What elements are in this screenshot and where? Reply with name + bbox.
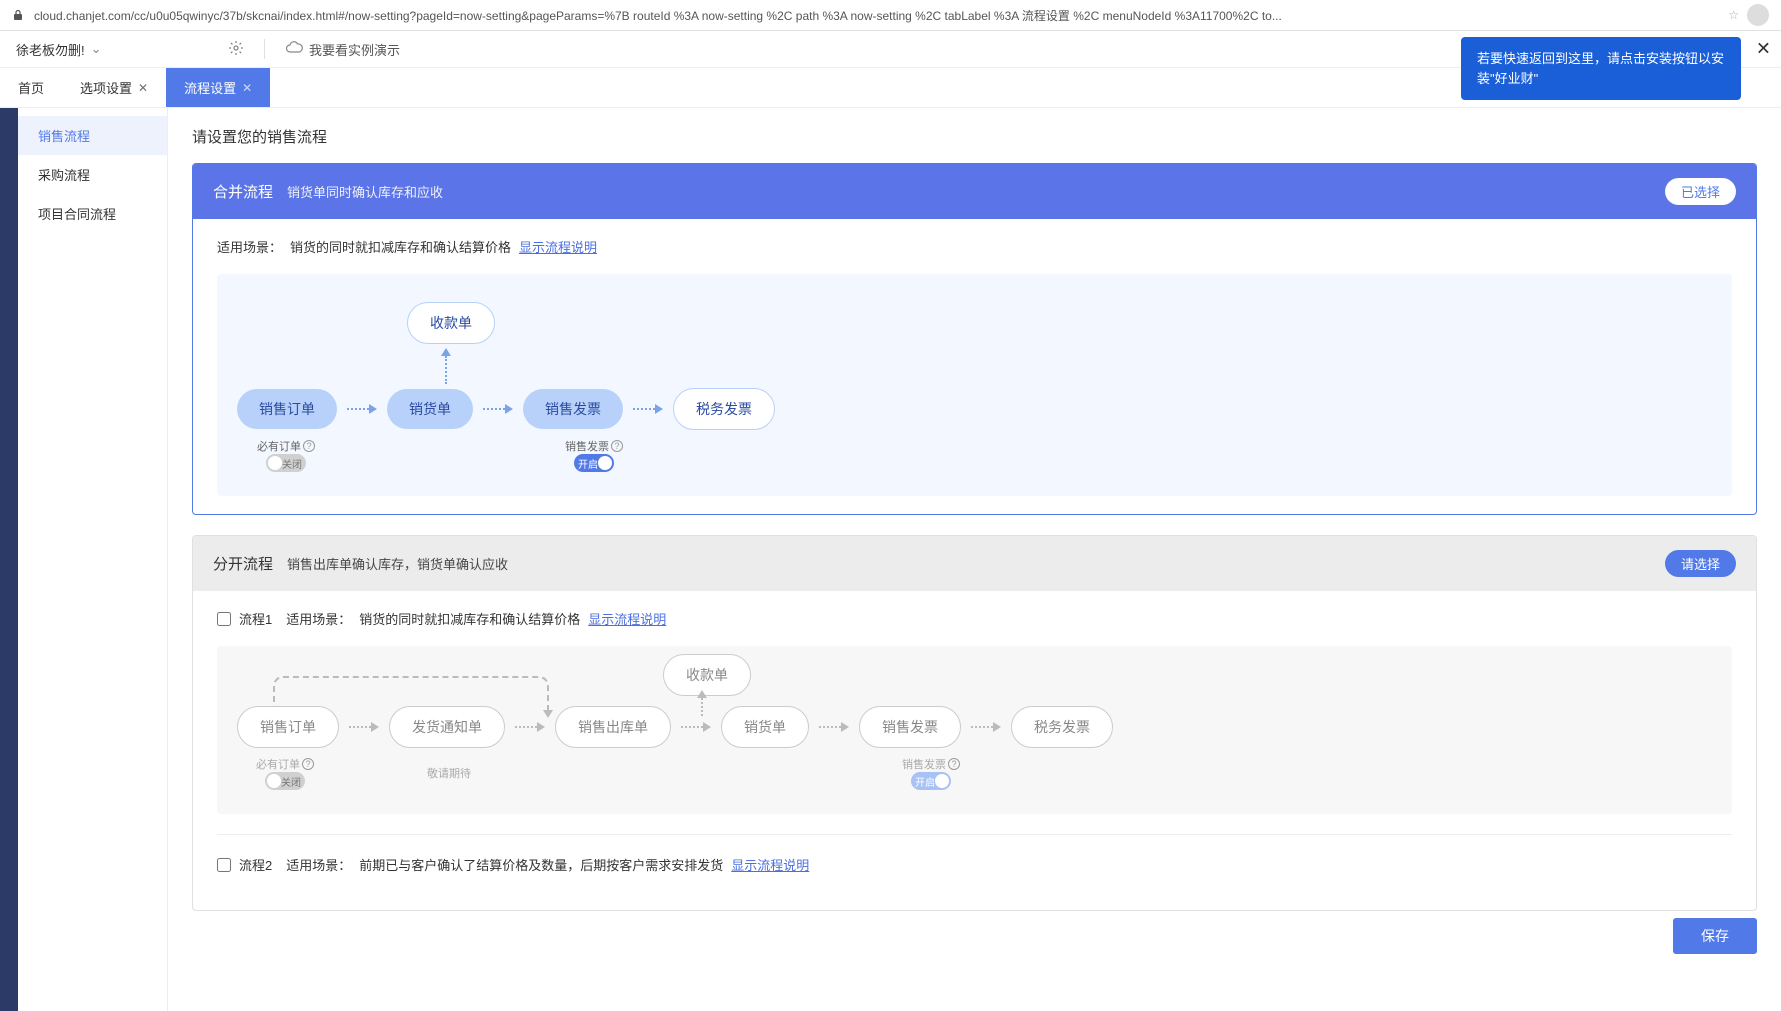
content: 请设置您的销售流程 合并流程 销货单同时确认库存和应收 已选择 适用场景： 销货… bbox=[168, 108, 1781, 1011]
node-tax: 税务发票 bbox=[1011, 706, 1113, 748]
merge-diagram: 收款单 销售订单 销货单 bbox=[217, 274, 1732, 496]
tab-flow[interactable]: 流程设置✕ bbox=[166, 68, 270, 107]
help-icon[interactable]: ? bbox=[611, 440, 623, 452]
split-flow-subtitle: 销售出库单确认库存，销货单确认应收 bbox=[287, 554, 508, 573]
close-icon[interactable]: ✕ bbox=[1756, 39, 1771, 60]
node-invoice: 销售发票 bbox=[523, 389, 623, 429]
install-tooltip: 若要快速返回到这里，请点击安装按钮以安装"好业财" bbox=[1461, 37, 1741, 100]
order-toggle[interactable]: 关闭 bbox=[265, 772, 305, 790]
arrow-icon bbox=[349, 722, 379, 732]
arrow-icon bbox=[819, 722, 849, 732]
url-text: cloud.chanjet.com/cc/u0u05qwinyc/37b/skc… bbox=[34, 7, 1720, 24]
help-icon[interactable]: ? bbox=[302, 758, 314, 770]
flow2-scenario: 流程2 适用场景： 前期已与客户确认了结算价格及数量，后期按客户需求安排发货 显… bbox=[217, 855, 1732, 874]
footer: 保存 bbox=[1673, 908, 1757, 964]
flow1-scenario: 流程1 适用场景： 销货的同时就扣减库存和确认结算价格 显示流程说明 bbox=[217, 609, 1732, 628]
node-delivery: 销货单 bbox=[721, 706, 809, 748]
order-toggle[interactable]: 关闭 bbox=[266, 454, 306, 472]
divider bbox=[217, 834, 1732, 835]
split-flow-card: 分开流程 销售出库单确认库存，销货单确认应收 请选择 流程1 适用场景： 销货的… bbox=[192, 535, 1757, 911]
left-rail bbox=[0, 108, 18, 1011]
flow2-checkbox[interactable] bbox=[217, 858, 231, 872]
arrow-icon bbox=[633, 404, 663, 414]
help-icon[interactable]: ? bbox=[948, 758, 960, 770]
node-receipt: 收款单 bbox=[407, 302, 495, 344]
help-icon[interactable]: ? bbox=[303, 440, 315, 452]
merge-flow-title: 合并流程 bbox=[213, 181, 273, 202]
chevron-down-icon: ⌄ bbox=[91, 41, 102, 57]
arrow-icon bbox=[347, 404, 377, 414]
tooltip-text: 若要快速返回到这里，请点击安装按钮以安装"好业财" bbox=[1477, 51, 1724, 86]
sidebar-item-project[interactable]: 项目合同流程 bbox=[18, 194, 167, 233]
page-title: 请设置您的销售流程 bbox=[192, 126, 1757, 147]
split-flow-choose-button[interactable]: 请选择 bbox=[1665, 550, 1736, 577]
invoice-toggle[interactable]: 开启 bbox=[911, 772, 951, 790]
save-button[interactable]: 保存 bbox=[1673, 918, 1757, 954]
divider bbox=[264, 39, 265, 59]
arrow-icon bbox=[515, 722, 545, 732]
merge-flow-subtitle: 销货单同时确认库存和应收 bbox=[287, 182, 443, 201]
arrow-icon bbox=[483, 404, 513, 414]
gear-icon[interactable] bbox=[228, 40, 244, 59]
profile-avatar[interactable] bbox=[1747, 4, 1769, 26]
node-order: 销售订单 bbox=[237, 389, 337, 429]
cloud-icon bbox=[285, 41, 303, 58]
arrow-up-icon bbox=[697, 690, 707, 698]
show-flow-link[interactable]: 显示流程说明 bbox=[588, 609, 666, 628]
arrow-icon bbox=[971, 722, 1001, 732]
sidebar-item-purchase[interactable]: 采购流程 bbox=[18, 155, 167, 194]
merge-flow-selected-button[interactable]: 已选择 bbox=[1665, 178, 1736, 205]
flow1-diagram: 收款单 销售订单 发货通知单 销售出库单 销货单 bbox=[217, 646, 1732, 814]
sidebar-item-sales[interactable]: 销售流程 bbox=[18, 116, 167, 155]
show-flow-link[interactable]: 显示流程说明 bbox=[519, 237, 597, 256]
merge-flow-header: 合并流程 销货单同时确认库存和应收 已选择 bbox=[193, 164, 1756, 219]
node-invoice: 销售发票 bbox=[859, 706, 961, 748]
demo-link[interactable]: 我要看实例演示 bbox=[285, 40, 400, 59]
merge-scenario: 适用场景： 销货的同时就扣减库存和确认结算价格 显示流程说明 bbox=[217, 237, 1732, 256]
merge-flow-card: 合并流程 销货单同时确认库存和应收 已选择 适用场景： 销货的同时就扣减库存和确… bbox=[192, 163, 1757, 515]
arrow-icon bbox=[681, 722, 711, 732]
node-outbound: 销售出库单 bbox=[555, 706, 671, 748]
tab-options[interactable]: 选项设置✕ bbox=[62, 68, 166, 107]
node-receipt: 收款单 bbox=[663, 654, 751, 696]
lock-icon bbox=[12, 8, 26, 22]
sidebar: 销售流程 采购流程 项目合同流程 bbox=[18, 108, 168, 1011]
arrow-up-icon bbox=[441, 348, 451, 356]
node-delivery: 销货单 bbox=[387, 389, 473, 429]
split-flow-header: 分开流程 销售出库单确认库存，销货单确认应收 请选择 bbox=[193, 536, 1756, 591]
top-header: 徐老板勿删! ⌄ 我要看实例演示 若要快速返回到这里，请点击安装按钮以安装"好业… bbox=[0, 31, 1781, 68]
account-selector[interactable]: 徐老板勿删! ⌄ bbox=[16, 40, 216, 59]
close-icon[interactable]: ✕ bbox=[138, 81, 148, 95]
account-name: 徐老板勿删! bbox=[16, 40, 85, 59]
flow1-checkbox[interactable] bbox=[217, 612, 231, 626]
node-order: 销售订单 bbox=[237, 706, 339, 748]
demo-link-text: 我要看实例演示 bbox=[309, 40, 400, 59]
show-flow-link[interactable]: 显示流程说明 bbox=[731, 855, 809, 874]
node-tax: 税务发票 bbox=[673, 388, 775, 430]
url-bar: cloud.chanjet.com/cc/u0u05qwinyc/37b/skc… bbox=[0, 0, 1781, 31]
tab-home[interactable]: 首页 bbox=[0, 68, 62, 107]
close-icon[interactable]: ✕ bbox=[242, 81, 252, 95]
split-flow-title: 分开流程 bbox=[213, 553, 273, 574]
star-icon[interactable]: ☆ bbox=[1728, 8, 1739, 22]
node-notice: 发货通知单 bbox=[389, 706, 505, 748]
invoice-toggle[interactable]: 开启 bbox=[574, 454, 614, 472]
